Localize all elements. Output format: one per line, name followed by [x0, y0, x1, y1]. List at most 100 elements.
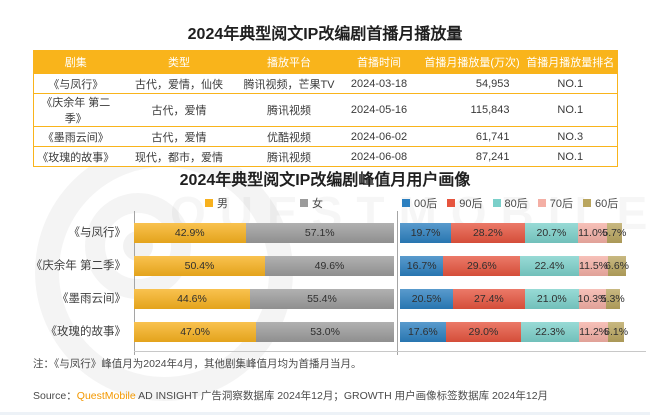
legend-male-label: 男 — [217, 198, 228, 210]
legend-swatch — [492, 199, 501, 207]
bar-segment: 16.7% — [399, 256, 444, 276]
bar-value-label: 22.3% — [535, 326, 565, 338]
table-cell: 61,741 — [420, 126, 524, 147]
col-header-rank: 首播月播放量排名 — [523, 50, 618, 74]
bar-segment: 53.0% — [256, 322, 394, 342]
bar-value-label: 27.4% — [474, 293, 504, 305]
col-header-genre: 类型 — [117, 50, 241, 74]
bar-value-label: 57.1% — [304, 227, 335, 239]
table-cell: 古代，爱情 — [117, 93, 241, 127]
table-cell: 2024-06-08 — [337, 146, 421, 167]
bar-segment: 17.6% — [399, 322, 446, 342]
table-cell: NO.1 — [523, 146, 618, 167]
bar-value-label: 28.2% — [472, 227, 503, 239]
bar-value-label: 22.4% — [534, 260, 565, 272]
age-bar: 16.7% 29.6% 22.4% 11.5% 6.6% — [399, 256, 629, 276]
col-header-drama: 剧集 — [33, 50, 118, 74]
legend-female-label: 女 — [312, 198, 323, 210]
legend-label: 90后 — [459, 198, 483, 210]
gender-panel-axis — [134, 211, 135, 355]
bar-segment: 47.0% — [134, 322, 257, 342]
bar-segment: 20.7% — [524, 223, 579, 243]
bar-segment: 6.1% — [604, 322, 628, 342]
table-row: 《与凤行》 古代，爱情，仙侠 腾讯视频，芒果TV 2024-03-18 54,953 NO… — [33, 73, 618, 94]
chart-row: 《与凤行》 42.9% 57.1% 19.7% 28.2% 20.7% 11.0% 5.7% — [0, 223, 650, 243]
legend-label: 60后 — [595, 198, 619, 210]
chart-row-label: 《玫瑰的故事》 — [45, 326, 127, 338]
table-row: 《玫瑰的故事》 现代，都市，爱情 腾讯视频 2024-06-08 87,241 NO.1 — [33, 146, 618, 167]
table-cell: 2024-05-16 — [337, 93, 421, 127]
bar-value-label: 20.7% — [536, 227, 567, 239]
legend-label: 70后 — [549, 198, 573, 210]
bar-segment: 11.0% — [578, 223, 607, 243]
bar-segment: 5.3% — [601, 289, 625, 309]
legend-item-00后: 00后 — [402, 195, 437, 211]
chart-row-label: 《庆余年 第二季》 — [30, 260, 126, 272]
legend-swatch — [583, 199, 591, 207]
source-line: Source：QuestMobile AD INSIGHT 广告洞察数据库 20… — [33, 388, 548, 403]
legend-swatch — [447, 199, 456, 207]
bar-segment: 44.6% — [134, 289, 250, 309]
bar-segment: 29.0% — [445, 322, 522, 342]
chart-title: 2024年典型阅文IP改编剧峰值月用户画像 — [179, 172, 471, 189]
table-cell: NO.1 — [523, 93, 618, 127]
bar-value-label: 49.6% — [314, 260, 345, 272]
table-title: 2024年典型阅文IP改编剧首播月播放量 — [187, 26, 463, 43]
chart-row-label: 《墨雨云间》 — [57, 293, 126, 305]
bar-value-label: 16.7% — [406, 260, 437, 272]
bar-value-label: 55.4% — [307, 293, 337, 305]
table-cell: 2024-06-02 — [337, 126, 421, 147]
user-profile-chart: 《与凤行》 42.9% 57.1% 19.7% 28.2% 20.7% 11.0% 5.7% 《… — [0, 211, 650, 359]
bar-value-label: 11.2% — [579, 326, 609, 338]
gender-bar: 44.6% 55.4% — [134, 289, 394, 309]
table-row: 《墨雨云间》 古代，爱情 优酷视频 2024-06-02 61,741 NO.3 — [33, 126, 618, 147]
brand-questmobile: QuestMobile — [76, 390, 136, 402]
chart-baseline — [134, 351, 646, 352]
bar-segment: 29.6% — [443, 256, 521, 276]
bar-value-label: 42.9% — [174, 227, 205, 239]
bar-segment: 27.4% — [453, 289, 525, 309]
source-rest: AD INSIGHT 广告洞察数据库 2024年12月；GROWTH 用户画像标… — [135, 390, 549, 402]
chart-row: 《玫瑰的故事》 47.0% 53.0% 17.6% 29.0% 22.3% 11.2% 6.1… — [0, 322, 650, 342]
bar-value-label: 11.0% — [578, 227, 608, 239]
table-cell: 《玫瑰的故事》 — [33, 146, 118, 167]
col-header-plays: 首播月播放量(万次) — [420, 50, 524, 74]
chart-row-label: 《与凤行》 — [68, 227, 127, 239]
table-body: 《与凤行》 古代，爱情，仙侠 腾讯视频，芒果TV 2024-03-18 54,953 NO… — [33, 73, 618, 167]
age-bar: 19.7% 28.2% 20.7% 11.0% 5.7% — [399, 223, 626, 243]
age-panel-axis — [397, 211, 398, 355]
bar-value-label: 50.4% — [184, 260, 215, 272]
bar-value-label: 6.1% — [604, 326, 629, 338]
legend-item-70后: 70后 — [537, 195, 573, 211]
table-cell: 115,843 — [420, 93, 524, 127]
legend-item-60后: 60后 — [583, 195, 618, 211]
footnote: 注：《与凤行》峰值月为2024年4月，其他剧集峰值月均为首播月当月。 — [33, 358, 362, 370]
table-cell: 现代，都市，爱情 — [117, 146, 241, 167]
table-cell: 《与凤行》 — [33, 73, 118, 94]
table-row: 《庆余年 第二季》 古代，爱情 腾讯视频 2024-05-16 115,843 NO.1 — [33, 93, 618, 127]
bar-segment: 10.3% — [578, 289, 607, 309]
bar-segment: 55.4% — [249, 289, 394, 309]
table-cell: NO.3 — [523, 126, 618, 147]
gender-bar: 47.0% 53.0% — [134, 322, 394, 342]
bar-segment: 11.2% — [579, 322, 609, 342]
table-cell: 87,241 — [420, 146, 524, 167]
premiere-month-table: 剧集 类型 播放平台 首播时间 首播月播放量(万次) 首播月播放量排名 《与凤行… — [33, 50, 618, 167]
bar-value-label: 29.6% — [466, 260, 497, 272]
legend-female-swatch — [300, 199, 308, 207]
age-bar: 17.6% 29.0% 22.3% 11.2% 6.1% — [399, 322, 628, 342]
bar-segment: 57.1% — [245, 223, 394, 243]
table-cell: 54,953 — [420, 73, 524, 94]
bottom-edge-strip — [0, 412, 650, 415]
bar-value-label: 5.7% — [602, 227, 627, 239]
table-cell: 腾讯视频 — [240, 93, 338, 127]
bar-value-label: 29.0% — [468, 326, 499, 338]
bar-value-label: 17.6% — [407, 326, 438, 338]
table-cell: 优酷视频 — [240, 126, 338, 147]
chart-row: 《墨雨云间》 44.6% 55.4% 20.5% 27.4% 21.0% 10.3% 5.3% — [0, 289, 650, 309]
bar-value-label: 47.0% — [180, 326, 210, 338]
bar-segment: 50.4% — [134, 256, 266, 276]
legend-label: 00后 — [414, 198, 438, 210]
table-cell: 2024-03-18 — [337, 73, 421, 94]
